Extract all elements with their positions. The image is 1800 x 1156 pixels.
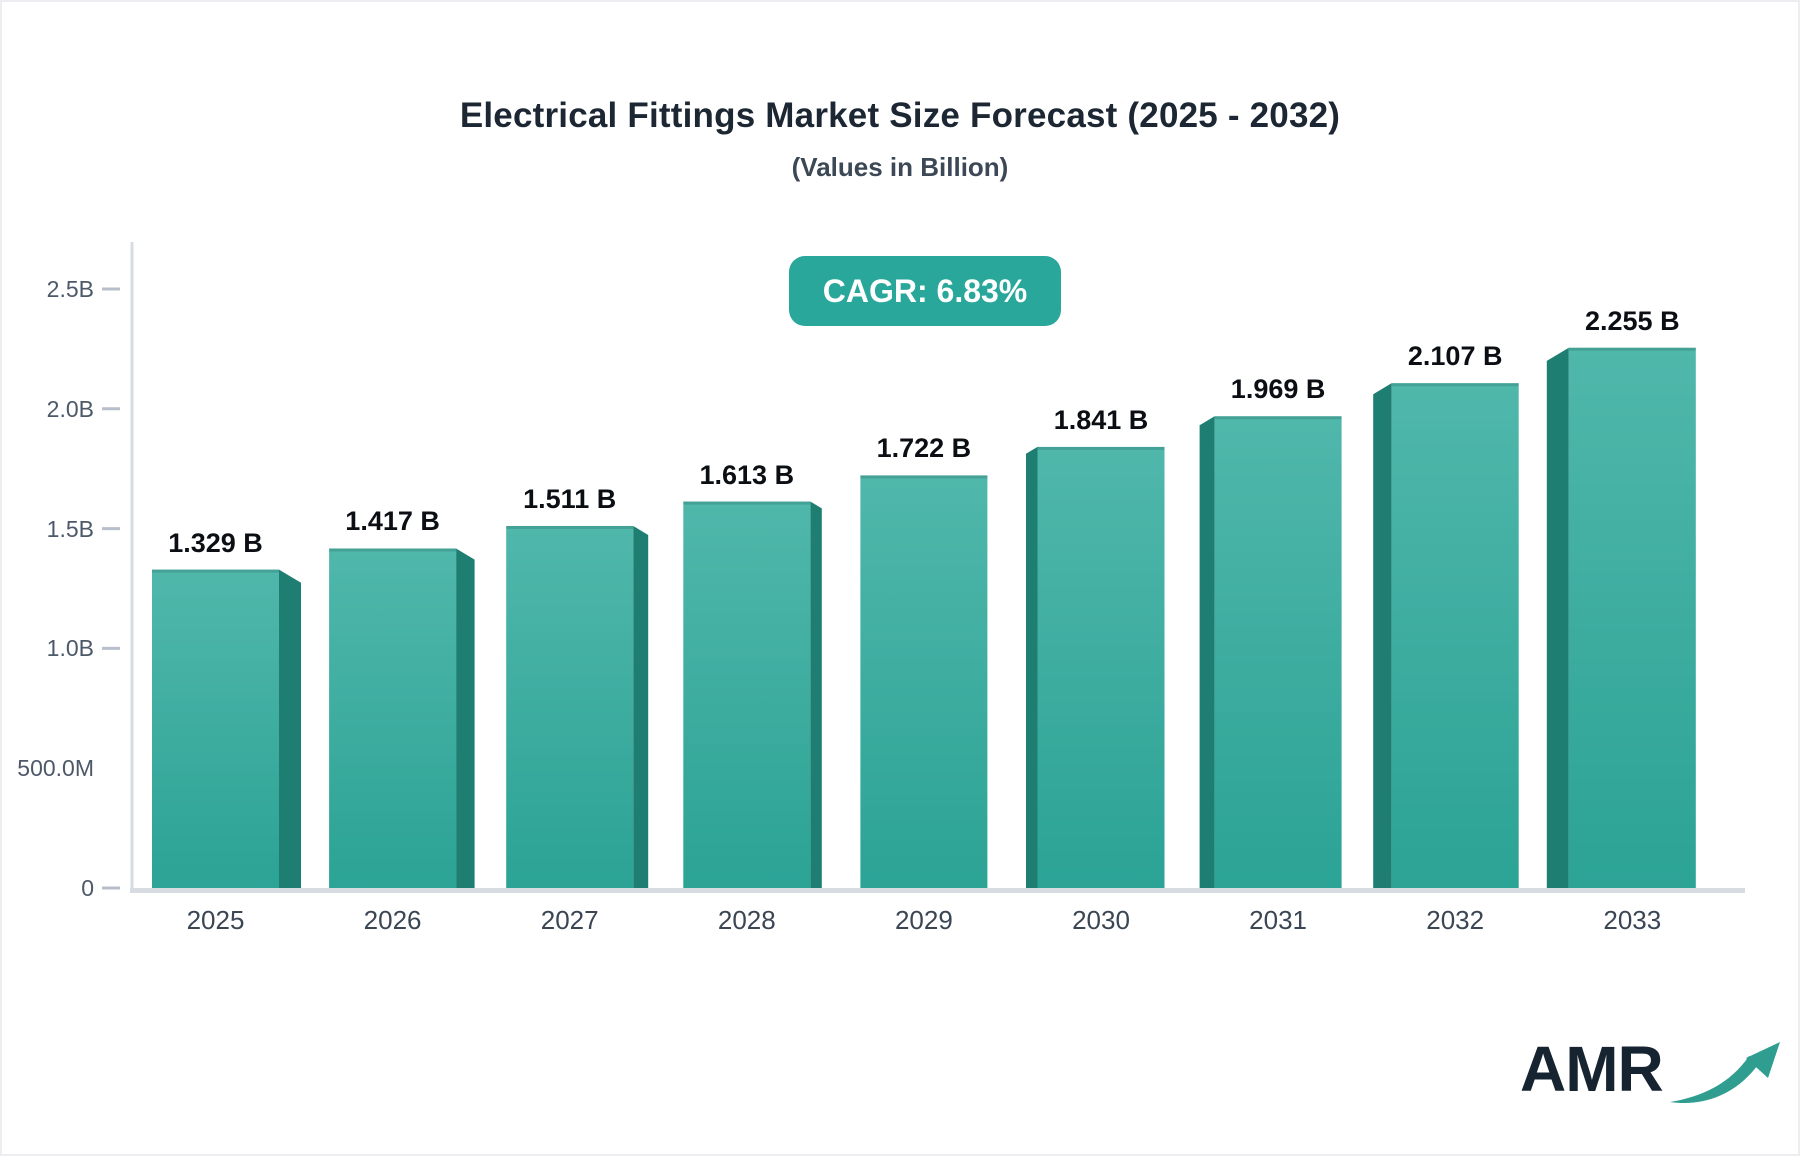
x-axis-label-2025: 2025: [186, 905, 245, 935]
y-axis-tick-label-3: 1.5B: [46, 515, 94, 542]
bar-side-2030: [1026, 446, 1038, 888]
amr-logo-text: AMR: [1520, 1033, 1664, 1105]
bar-2027[interactable]: [506, 525, 634, 888]
bar-top-edge-2030: [1037, 446, 1165, 450]
bar-value-label-2025: 1.329 B: [168, 527, 263, 558]
axes: [102, 242, 1745, 893]
chart-subtitle: (Values in Billion): [791, 152, 1009, 182]
bar-2028[interactable]: [683, 501, 811, 888]
x-axis-label-2027: 2027: [540, 905, 599, 935]
x-axis-label-2026: 2026: [363, 905, 422, 935]
bar-value-label-2032: 2.107 B: [1407, 341, 1503, 372]
bar-2026[interactable]: [329, 548, 457, 888]
bar-2029[interactable]: [860, 475, 988, 888]
bar-side-2027: [633, 525, 649, 888]
x-axis-label-2030: 2030: [1072, 905, 1130, 935]
bar-side-2026: [456, 548, 475, 888]
growth-arrow-icon: [1670, 1042, 1780, 1104]
bar-top-edge-2025: [152, 569, 279, 573]
bar-value-label-2031: 1.969 B: [1230, 374, 1326, 405]
bars-group: [152, 347, 1696, 888]
y-axis-tick-label-5: 2.5B: [46, 276, 94, 302]
chart-title: Electrical Fittings Market Size Forecast…: [459, 96, 1341, 135]
bar-side-2031: [1199, 416, 1215, 888]
bar-2031[interactable]: [1214, 416, 1342, 888]
x-axis-label-2033: 2033: [1603, 905, 1662, 935]
x-axis-label-2028: 2028: [717, 905, 776, 935]
bar-side-2028: [810, 501, 822, 888]
bar-top-edge-2033: [1568, 347, 1696, 351]
bar-value-label-2027: 1.511 B: [523, 483, 617, 514]
bar-2032[interactable]: [1391, 383, 1519, 888]
bar-value-label-2029: 1.722 B: [876, 433, 972, 464]
y-axis-tick-label-0: 0: [81, 875, 94, 901]
x-axis-label-2029: 2029: [894, 905, 953, 935]
cagr-badge: CAGR: 6.83%: [789, 256, 1061, 326]
bar-value-label-2033: 2.255 B: [1585, 305, 1680, 336]
bar-side-2033: [1546, 347, 1569, 888]
bar-side-2032: [1373, 383, 1392, 888]
y-axis-tick-label-2: 1.0B: [46, 635, 94, 662]
bar-top-edge-2028: [683, 501, 811, 505]
bar-value-label-2030: 1.841 B: [1053, 404, 1149, 435]
bar-top-edge-2027: [506, 525, 634, 529]
x-axis-label-2031: 2031: [1249, 905, 1308, 935]
bar-top-edge-2026: [329, 548, 457, 552]
bar-2030[interactable]: [1037, 446, 1165, 888]
bar-top-edge-2032: [1391, 383, 1519, 387]
bar-2033[interactable]: [1568, 347, 1696, 888]
bar-side-2025: [279, 569, 301, 888]
bar-top-edge-2029: [860, 475, 988, 479]
y-axis-tick-label-4: 2.0B: [46, 395, 94, 422]
bar-value-label-2026: 1.417 B: [345, 506, 440, 537]
bar-top-edge-2031: [1214, 416, 1342, 420]
x-axis-label-2032: 2032: [1426, 905, 1485, 935]
y-axis-tick-label-1: 500.0M: [17, 755, 94, 782]
amr-logo: AMR: [1520, 1024, 1790, 1124]
bar-value-label-2028: 1.613 B: [699, 459, 795, 490]
bar-2025[interactable]: [152, 569, 279, 888]
